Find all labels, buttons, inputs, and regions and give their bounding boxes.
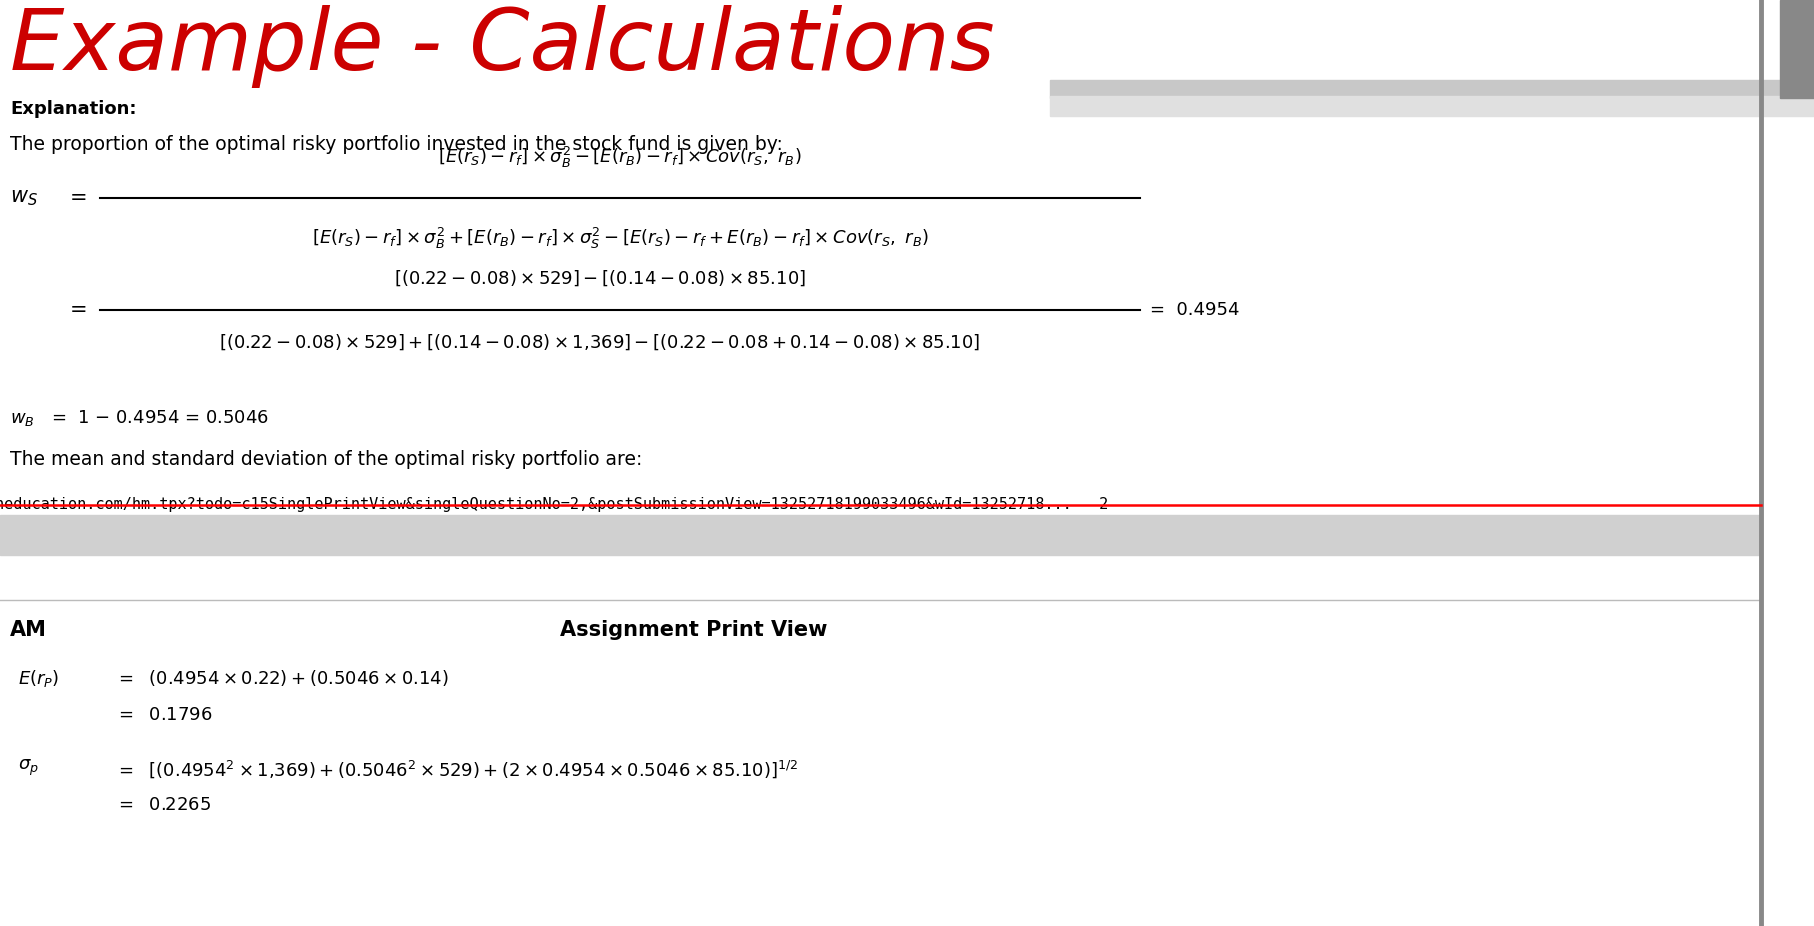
Text: $=\ \ 0.2265$: $=\ \ 0.2265$ bbox=[114, 796, 210, 814]
Text: Explanation:: Explanation: bbox=[11, 100, 136, 118]
Text: Example - Calculations: Example - Calculations bbox=[11, 5, 994, 88]
Text: $E(r_P)$: $E(r_P)$ bbox=[18, 668, 60, 689]
Text: $w_B$   =  1 $-$ 0.4954 = 0.5046: $w_B$ = 1 $-$ 0.4954 = 0.5046 bbox=[11, 408, 268, 428]
Text: =: = bbox=[71, 188, 87, 208]
Text: heducation.com/hm.tpx?todo=c15SinglePrintView&singleQuestionNo=2,&postSubmission: heducation.com/hm.tpx?todo=c15SinglePrin… bbox=[0, 497, 1108, 512]
Bar bbox=[0, 515, 1760, 555]
Text: $=\ \ (0.4954 \times 0.22) + (0.5046 \times 0.14)$: $=\ \ (0.4954 \times 0.22) + (0.5046 \ti… bbox=[114, 668, 448, 688]
Text: =  0.4954: = 0.4954 bbox=[1150, 301, 1239, 319]
Bar bbox=[1050, 80, 1814, 98]
Bar bbox=[1780, 0, 1814, 98]
Text: $=\ \ [(0.4954^2 \times 1{,}369) + (0.5046^2 \times 529) + (2 \times 0.4954 \tim: $=\ \ [(0.4954^2 \times 1{,}369) + (0.50… bbox=[114, 758, 798, 780]
Text: $[(0.22 - 0.08) \times 529] + [(0.14 - 0.08) \times 1{,}369] - [(0.22 - 0.08 + 0: $[(0.22 - 0.08) \times 529] + [(0.14 - 0… bbox=[219, 332, 980, 352]
Text: The proportion of the optimal risky portfolio invested in the stock fund is give: The proportion of the optimal risky port… bbox=[11, 135, 782, 154]
Bar bbox=[1050, 96, 1814, 116]
Text: $[E(r_S) - r_f] \times \sigma_B^2 - [E(r_B) - r_f] \times Cov(r_S,\ r_B)$: $[E(r_S) - r_f] \times \sigma_B^2 - [E(r… bbox=[437, 144, 802, 170]
Text: $w_S$: $w_S$ bbox=[11, 188, 38, 208]
Text: Assignment Print View: Assignment Print View bbox=[561, 620, 827, 640]
Text: $\sigma_p$: $\sigma_p$ bbox=[18, 758, 38, 778]
Text: $[(0.22 - 0.08) \times 529] - [(0.14 - 0.08) \times 85.10]$: $[(0.22 - 0.08) \times 529] - [(0.14 - 0… bbox=[394, 269, 805, 288]
Text: =: = bbox=[71, 300, 87, 320]
Text: $=\ \ 0.1796$: $=\ \ 0.1796$ bbox=[114, 706, 212, 724]
Text: AM: AM bbox=[11, 620, 47, 640]
Text: $[E(r_S) - r_f] \times \sigma_B^2 + [E(r_B) - r_f] \times \sigma_S^2 - [E(r_S) -: $[E(r_S) - r_f] \times \sigma_B^2 + [E(r… bbox=[312, 226, 927, 251]
Text: The mean and standard deviation of the optimal risky portfolio are:: The mean and standard deviation of the o… bbox=[11, 450, 642, 469]
